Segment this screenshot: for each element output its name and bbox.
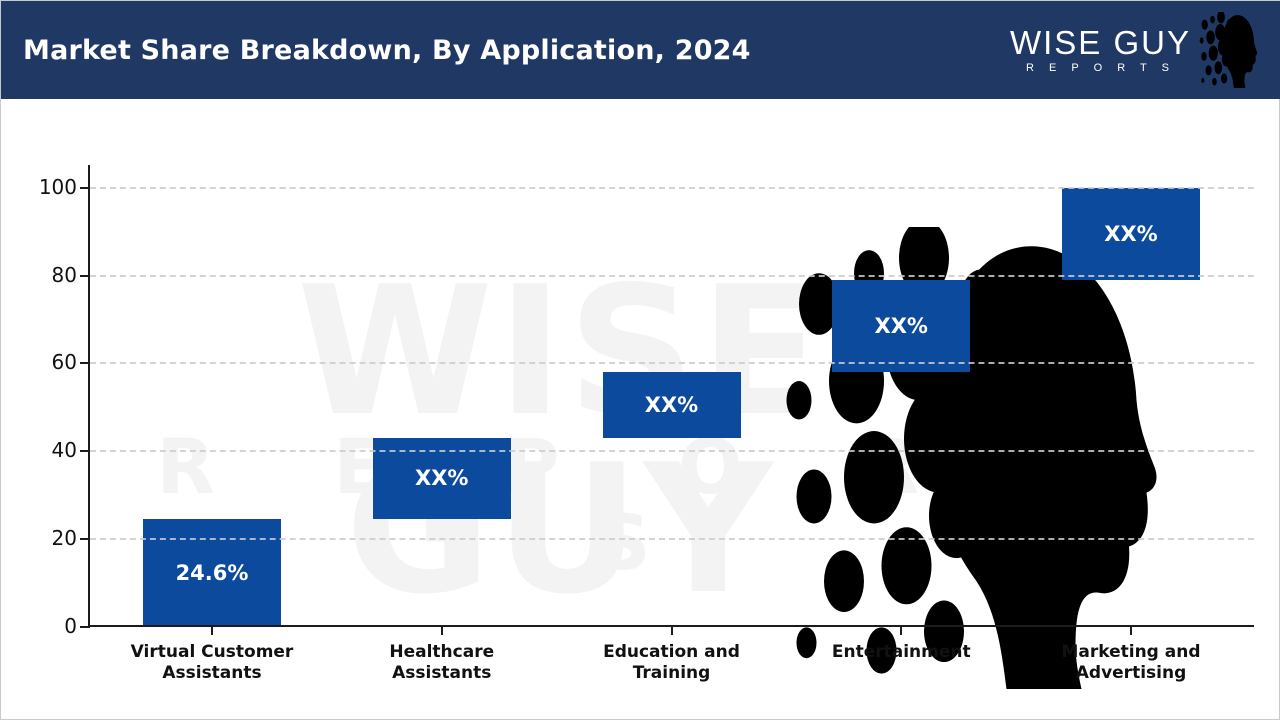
x-category-label: Virtual Customer Assistants: [130, 642, 294, 684]
y-tick-label-20: 20: [51, 525, 77, 550]
gridline-100: [90, 187, 1254, 189]
y-tick-20: [80, 537, 88, 540]
logo-head-icon: [1199, 12, 1258, 88]
logo-subtitle: R E P O R T S: [1026, 62, 1175, 74]
y-tick-0: [80, 625, 88, 628]
x-category-label: Entertainment: [831, 642, 971, 662]
bar-value-label: XX%: [874, 314, 928, 339]
x-category-label: Education and Training: [603, 642, 740, 684]
x-tick: [440, 627, 443, 635]
x-category-label: Marketing and Advertising: [1061, 642, 1201, 684]
y-tick-80: [80, 274, 88, 277]
watermark-subtitle: R E P O R T S: [156, 422, 966, 587]
bar-value-label: XX%: [1104, 222, 1158, 247]
bar-value-label: 24.6%: [175, 560, 249, 585]
logo-text: WISE GUY R E P O R T S: [1010, 26, 1191, 74]
bar-value-label: XX%: [415, 466, 469, 491]
x-axis-line: [88, 625, 1254, 627]
y-tick-label-80: 80: [51, 262, 77, 287]
wise-guy-reports-logo: WISE GUY R E P O R T S: [1010, 12, 1259, 88]
y-tick-60: [80, 362, 88, 365]
bar-segment: XX%: [1062, 188, 1200, 281]
x-tick: [1130, 627, 1132, 635]
page-title: Market Share Breakdown, By Application, …: [23, 34, 751, 66]
y-tick-label-0: 0: [64, 613, 77, 638]
x-tick: [670, 627, 673, 635]
y-tick-label-40: 40: [51, 438, 77, 463]
bar-segment: 24.6%: [143, 518, 281, 627]
y-axis-line: [88, 165, 90, 628]
y-tick-label-100: 100: [38, 175, 77, 199]
gridline-60: [90, 362, 1254, 365]
bar-segment: XX%: [602, 372, 741, 439]
gridline-40: [90, 450, 1254, 453]
logo-wordmark: WISE GUY: [1009, 24, 1191, 61]
x-tick: [900, 627, 903, 635]
x-tick: [211, 627, 213, 635]
y-tick-100: [80, 187, 88, 189]
header-bar: Market Share Breakdown, By Application, …: [1, 1, 1280, 99]
y-tick-40: [80, 450, 88, 453]
y-tick-label-60: 60: [51, 350, 77, 375]
gridline-80: [90, 274, 1254, 277]
bar-segment: XX%: [832, 280, 971, 373]
x-category-label: Healthcare Assistants: [389, 642, 495, 684]
gridline-20: [90, 537, 1254, 540]
bar-value-label: XX%: [644, 393, 699, 418]
